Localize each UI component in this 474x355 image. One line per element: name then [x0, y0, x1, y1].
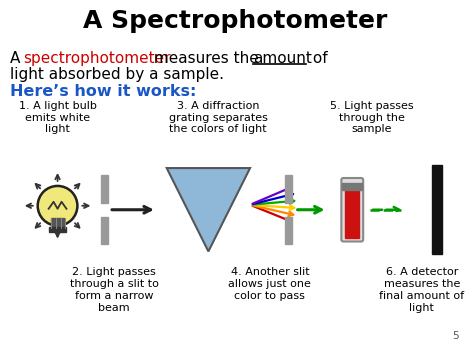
Bar	[101, 217, 108, 245]
Text: measures the: measures the	[149, 51, 264, 66]
Text: the colors of light: the colors of light	[170, 124, 267, 135]
Bar	[432, 165, 442, 255]
Bar	[285, 217, 292, 245]
Text: of: of	[308, 51, 327, 66]
Text: form a narrow: form a narrow	[75, 291, 154, 301]
Text: spectrophotometer: spectrophotometer	[23, 51, 170, 66]
Text: A: A	[10, 51, 25, 66]
Text: A Spectrophotometer: A Spectrophotometer	[83, 9, 387, 33]
Text: light: light	[45, 124, 70, 135]
Bar	[342, 183, 362, 190]
Text: Here’s how it works:: Here’s how it works:	[10, 84, 196, 99]
Bar	[49, 226, 66, 231]
Text: 5: 5	[452, 331, 458, 341]
Text: through a slit to: through a slit to	[70, 279, 158, 289]
Text: color to pass: color to pass	[235, 291, 305, 301]
Circle shape	[38, 186, 77, 226]
Text: grating separates: grating separates	[169, 113, 268, 122]
Text: 2. Light passes: 2. Light passes	[72, 267, 156, 277]
Bar	[346, 190, 359, 237]
Text: measures the: measures the	[383, 279, 460, 289]
Text: final amount of: final amount of	[379, 291, 465, 301]
Text: 1. A light bulb: 1. A light bulb	[18, 100, 97, 111]
Bar	[51, 218, 64, 228]
Text: 3. A diffraction: 3. A diffraction	[177, 100, 260, 111]
Text: beam: beam	[98, 303, 130, 313]
Bar	[101, 175, 108, 203]
Bar	[285, 175, 292, 203]
Text: light absorbed by a sample.: light absorbed by a sample.	[10, 67, 224, 82]
Text: allows just one: allows just one	[228, 279, 311, 289]
Text: through the: through the	[339, 113, 405, 122]
Text: light: light	[409, 303, 434, 313]
Text: 4. Another slit: 4. Another slit	[230, 267, 309, 277]
Text: emits white: emits white	[25, 113, 90, 122]
Polygon shape	[167, 168, 250, 251]
FancyBboxPatch shape	[341, 178, 363, 241]
Text: sample: sample	[352, 124, 392, 135]
Text: amount: amount	[253, 51, 312, 66]
Text: 6. A detector: 6. A detector	[385, 267, 458, 277]
Text: 5. Light passes: 5. Light passes	[330, 100, 414, 111]
